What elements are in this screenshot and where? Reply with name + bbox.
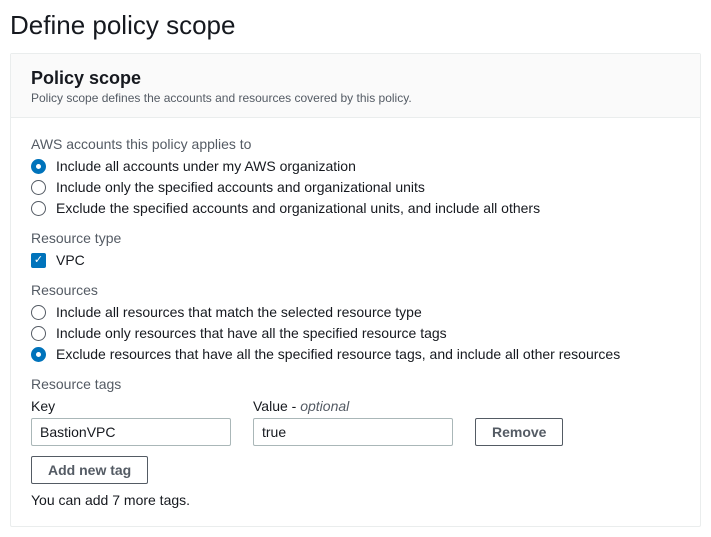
- radio-icon: [31, 180, 46, 195]
- page-title: Define policy scope: [10, 10, 701, 41]
- radio-icon: [31, 159, 46, 174]
- resources-option-label: Exclude resources that have all the spec…: [56, 346, 620, 362]
- resource-tags-label: Resource tags: [31, 376, 680, 392]
- radio-icon: [31, 347, 46, 362]
- panel-header: Policy scope Policy scope defines the ac…: [11, 54, 700, 118]
- panel-title: Policy scope: [31, 68, 680, 89]
- panel-body: AWS accounts this policy applies to Incl…: [11, 118, 700, 526]
- resource-type-label: Resource type: [31, 230, 680, 246]
- accounts-option-label: Exclude the specified accounts and organ…: [56, 200, 540, 216]
- resources-option-0[interactable]: Include all resources that match the sel…: [31, 304, 680, 320]
- remove-tag-button[interactable]: Remove: [475, 418, 563, 446]
- resources-option-label: Include all resources that match the sel…: [56, 304, 422, 320]
- resources-option-1[interactable]: Include only resources that have all the…: [31, 325, 680, 341]
- resources-option-label: Include only resources that have all the…: [56, 325, 447, 341]
- checkbox-icon: ✓: [31, 253, 46, 268]
- radio-icon: [31, 201, 46, 216]
- resources-label: Resources: [31, 282, 680, 298]
- accounts-option-label: Include all accounts under my AWS organi…: [56, 158, 356, 174]
- policy-scope-panel: Policy scope Policy scope defines the ac…: [10, 53, 701, 527]
- accounts-option-2[interactable]: Exclude the specified accounts and organ…: [31, 200, 680, 216]
- tag-key-input[interactable]: [31, 418, 231, 446]
- tag-key-header: Key: [31, 398, 231, 414]
- tags-column-headers: Key Value - optional: [31, 398, 680, 418]
- add-tag-button[interactable]: Add new tag: [31, 456, 148, 484]
- accounts-label: AWS accounts this policy applies to: [31, 136, 680, 152]
- tag-value-header: Value - optional: [253, 398, 453, 414]
- resource-type-vpc[interactable]: ✓ VPC: [31, 252, 680, 268]
- accounts-option-0[interactable]: Include all accounts under my AWS organi…: [31, 158, 680, 174]
- tag-row: Remove: [31, 418, 680, 446]
- tags-helper-text: You can add 7 more tags.: [31, 492, 680, 508]
- radio-icon: [31, 305, 46, 320]
- resource-type-option-label: VPC: [56, 252, 85, 268]
- accounts-option-1[interactable]: Include only the specified accounts and …: [31, 179, 680, 195]
- radio-icon: [31, 326, 46, 341]
- panel-description: Policy scope defines the accounts and re…: [31, 91, 680, 105]
- resources-option-2[interactable]: Exclude resources that have all the spec…: [31, 346, 680, 362]
- tag-value-input[interactable]: [253, 418, 453, 446]
- accounts-option-label: Include only the specified accounts and …: [56, 179, 425, 195]
